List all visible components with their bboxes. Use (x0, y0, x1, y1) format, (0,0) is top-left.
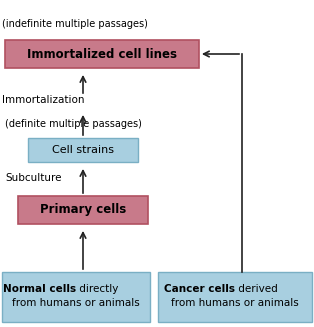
Text: (definite multiple passages): (definite multiple passages) (5, 119, 142, 129)
Text: Cancer cells: Cancer cells (164, 284, 235, 294)
Text: directly: directly (76, 284, 118, 294)
FancyBboxPatch shape (5, 40, 199, 68)
Text: Subculture: Subculture (5, 173, 62, 183)
Text: (indefinite multiple passages): (indefinite multiple passages) (2, 19, 148, 29)
FancyBboxPatch shape (18, 196, 148, 224)
Text: Cell strains: Cell strains (52, 145, 114, 155)
Text: from humans or animals: from humans or animals (171, 298, 299, 308)
Text: Immortalized cell lines: Immortalized cell lines (27, 47, 177, 60)
Text: Primary cells: Primary cells (40, 203, 126, 216)
Text: Immortalization: Immortalization (2, 95, 84, 105)
FancyBboxPatch shape (2, 272, 150, 322)
Text: derived: derived (235, 284, 278, 294)
Text: from humans or animals: from humans or animals (12, 298, 140, 308)
FancyBboxPatch shape (158, 272, 312, 322)
FancyBboxPatch shape (28, 138, 138, 162)
Text: Normal cells: Normal cells (3, 284, 76, 294)
